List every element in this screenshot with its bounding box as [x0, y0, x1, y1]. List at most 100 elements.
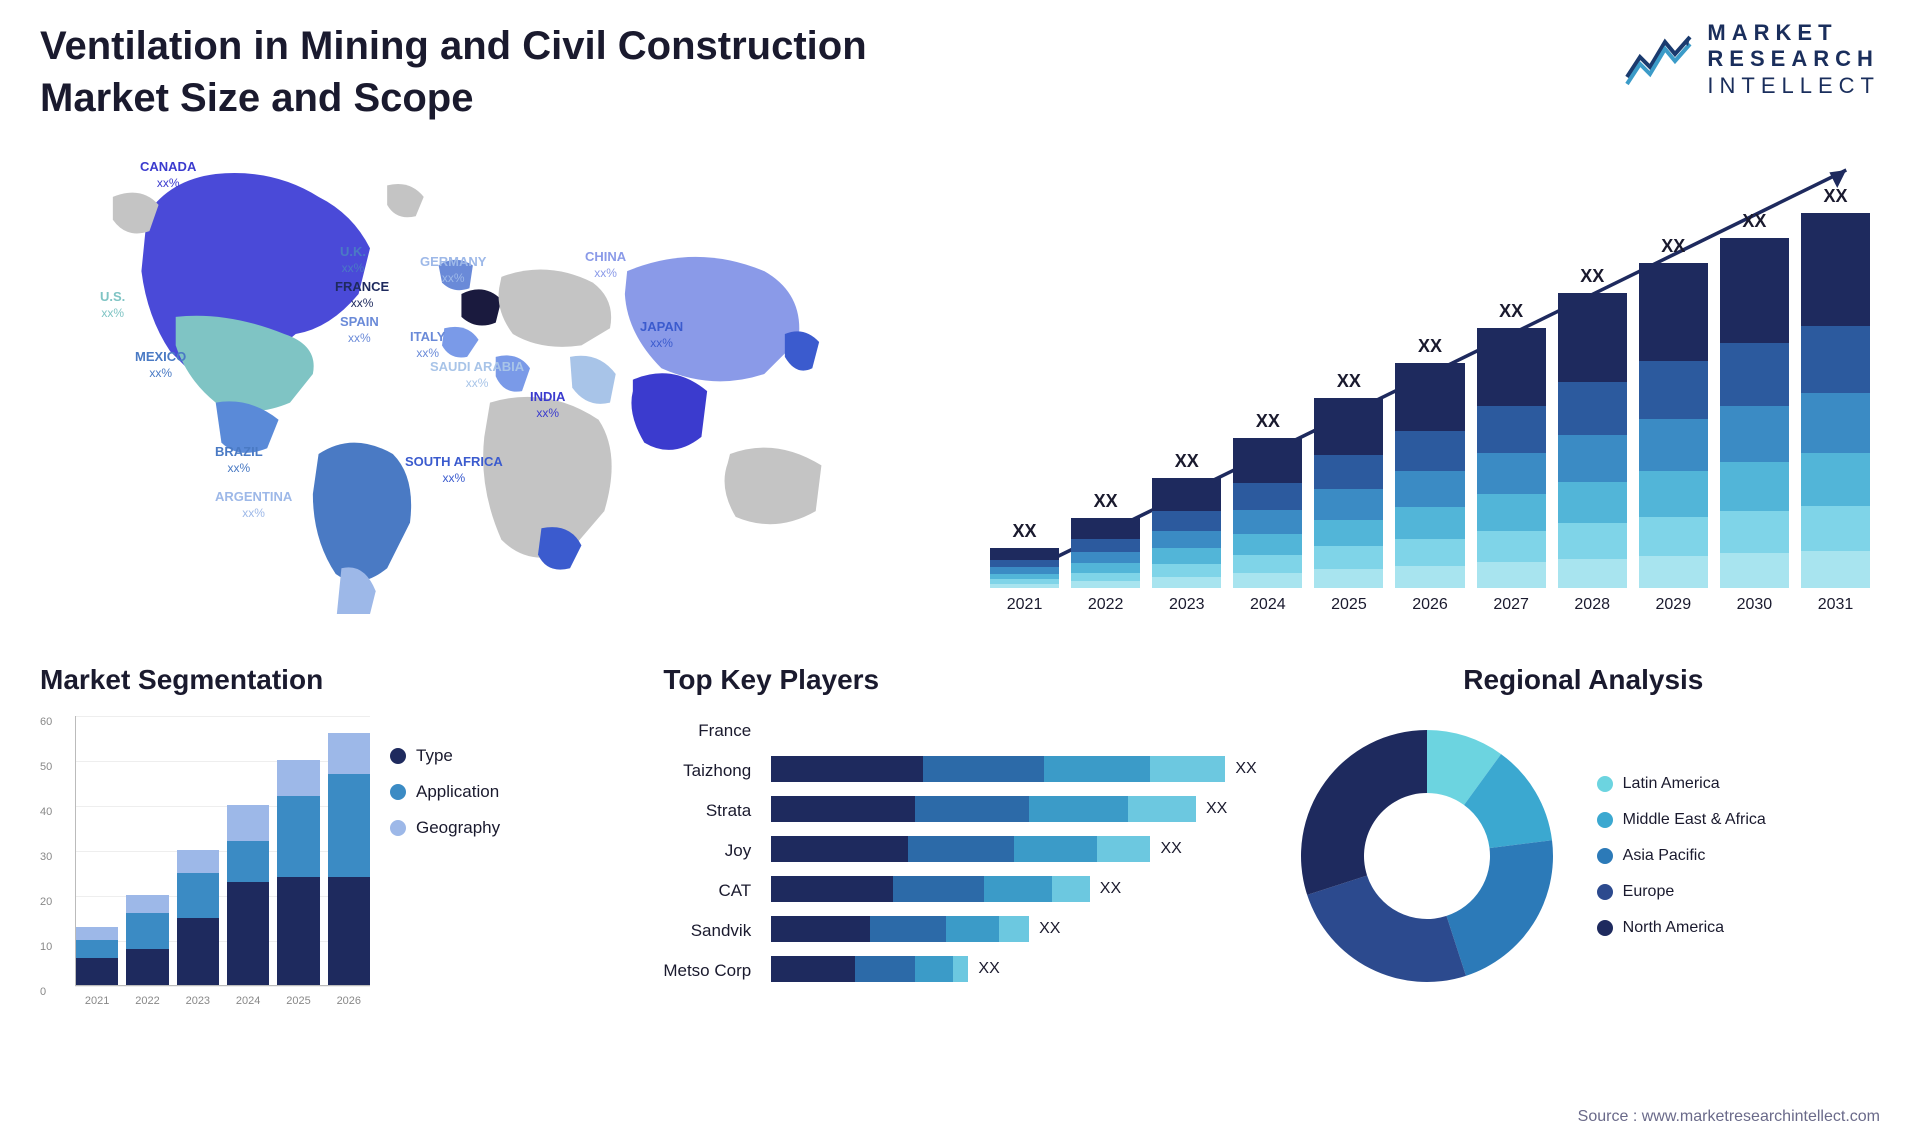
growth-bar-year: 2025 — [1331, 596, 1367, 614]
key-players-panel: Top Key Players FranceTaizhongStrataJoyC… — [663, 664, 1256, 1064]
player-bar-row: XX — [771, 836, 1256, 862]
growth-bar-value: XX — [1823, 186, 1847, 207]
legend-dot-icon — [1597, 884, 1613, 900]
legend-dot-icon — [1597, 848, 1613, 864]
player-bar-row — [771, 716, 1256, 742]
logo-line-2: RESEARCH — [1707, 46, 1880, 72]
growth-bar-value: XX — [1580, 266, 1604, 287]
legend-dot-icon — [1597, 776, 1613, 792]
key-players-title: Top Key Players — [663, 664, 1256, 696]
player-bar-row: XX — [771, 796, 1256, 822]
seg-bar-column: 2025 — [277, 760, 319, 985]
segmentation-legend: Type Application Geography — [390, 716, 500, 838]
growth-bar-value: XX — [1742, 211, 1766, 232]
seg-year-label: 2023 — [177, 995, 219, 1007]
seg-year-label: 2021 — [76, 995, 118, 1007]
seg-year-label: 2026 — [328, 995, 370, 1007]
player-bar-row: XX — [771, 756, 1256, 782]
growth-bar-value: XX — [1337, 371, 1361, 392]
map-country-label: SAUDI ARABIAxx% — [430, 359, 524, 390]
map-country-label: GERMANYxx% — [420, 254, 486, 285]
regional-legend-label: North America — [1623, 919, 1724, 937]
seg-legend-label: Type — [416, 746, 453, 766]
world-map-panel: CANADAxx%U.S.xx%MEXICOxx%BRAZILxx%ARGENT… — [40, 134, 940, 614]
growth-bar-column: XX 2029 — [1639, 236, 1708, 614]
growth-bar-value: XX — [1175, 451, 1199, 472]
map-country-label: SPAINxx% — [340, 314, 379, 345]
segmentation-title: Market Segmentation — [40, 664, 633, 696]
regional-legend-item: Asia Pacific — [1597, 847, 1766, 865]
map-country-label: MEXICOxx% — [135, 349, 186, 380]
regional-legend-label: Europe — [1623, 883, 1675, 901]
seg-ytick: 40 — [40, 806, 52, 818]
growth-bar-value: XX — [1499, 301, 1523, 322]
player-name-label: Sandvik — [663, 918, 751, 944]
player-value-label: XX — [1039, 920, 1060, 938]
regional-legend-item: Latin America — [1597, 775, 1766, 793]
player-name-label: Strata — [663, 798, 751, 824]
growth-bar-value: XX — [1094, 491, 1118, 512]
growth-bar-column: XX 2024 — [1233, 411, 1302, 614]
logo-line-3: INTELLECT — [1707, 73, 1880, 99]
seg-legend-label: Application — [416, 782, 499, 802]
growth-bar-year: 2029 — [1656, 596, 1692, 614]
growth-bar-year: 2027 — [1493, 596, 1529, 614]
player-bar-row: XX — [771, 876, 1256, 902]
regional-legend-label: Middle East & Africa — [1623, 811, 1766, 829]
growth-bar-year: 2024 — [1250, 596, 1286, 614]
growth-bar-value: XX — [1256, 411, 1280, 432]
growth-bar-column: XX 2026 — [1395, 336, 1464, 614]
growth-bar-value: XX — [1661, 236, 1685, 257]
growth-bar-column: XX2028 — [1558, 266, 1627, 614]
map-country-label: U.K.xx% — [340, 244, 366, 275]
growth-bar-year: 2030 — [1737, 596, 1773, 614]
growth-chart-panel: XX2021XX2022XX2023XX2024XX2025XX2026XX20… — [980, 134, 1880, 614]
growth-bar-year: 2023 — [1169, 596, 1205, 614]
growth-bar-column: XX 2027 — [1477, 301, 1546, 614]
growth-bar-column: XX2021 — [990, 521, 1059, 614]
donut-slice — [1307, 875, 1466, 982]
seg-ytick: 30 — [40, 851, 52, 863]
regional-legend-label: Asia Pacific — [1623, 847, 1706, 865]
regional-legend-item: Middle East & Africa — [1597, 811, 1766, 829]
logo-line-1: MARKET — [1707, 20, 1880, 46]
regional-legend: Latin America Middle East & Africa Asia Pa… — [1597, 775, 1766, 937]
player-name-label: Metso Corp — [663, 958, 751, 984]
seg-year-label: 2025 — [277, 995, 319, 1007]
player-bar-row: XX — [771, 956, 1256, 982]
logo-icon — [1625, 32, 1695, 87]
legend-dot-icon — [390, 820, 406, 836]
map-country-label: U.S.xx% — [100, 289, 125, 320]
seg-legend-item: Geography — [390, 818, 500, 838]
growth-bar-year: 2026 — [1412, 596, 1448, 614]
player-labels: FranceTaizhongStrataJoyCATSandvikMetso C… — [663, 716, 751, 984]
player-value-label: XX — [1160, 840, 1181, 858]
map-country-label: BRAZILxx% — [215, 444, 263, 475]
growth-bar-column: XX2022 — [1071, 491, 1140, 614]
source-attribution: Source : www.marketresearchintellect.com — [1578, 1108, 1880, 1126]
player-name-label: Taizhong — [663, 758, 751, 784]
legend-dot-icon — [390, 748, 406, 764]
growth-bar-column: XX 2031 — [1801, 186, 1870, 614]
segmentation-chart: 0102030405060202120222023202420252026 — [40, 716, 370, 1016]
growth-bar-year: 2031 — [1818, 596, 1854, 614]
map-country-label: CHINAxx% — [585, 249, 626, 280]
seg-bar-column: 2024 — [227, 805, 269, 985]
seg-ytick: 10 — [40, 941, 52, 953]
player-value-label: XX — [1206, 800, 1227, 818]
map-country-label: FRANCExx% — [335, 279, 389, 310]
regional-donut-chart — [1287, 716, 1567, 996]
seg-ytick: 60 — [40, 716, 52, 728]
seg-legend-label: Geography — [416, 818, 500, 838]
legend-dot-icon — [390, 784, 406, 800]
seg-year-label: 2024 — [227, 995, 269, 1007]
brand-logo: MARKET RESEARCH INTELLECT — [1625, 20, 1880, 99]
growth-bar-value: XX — [1013, 521, 1037, 542]
growth-bar-column: XX 2030 — [1720, 211, 1789, 614]
seg-bar-column: 2021 — [76, 927, 118, 986]
growth-bar-value: XX — [1418, 336, 1442, 357]
seg-year-label: 2022 — [126, 995, 168, 1007]
seg-ytick: 20 — [40, 896, 52, 908]
growth-bar-column: XX 2023 — [1152, 451, 1221, 614]
player-name-label: CAT — [663, 878, 751, 904]
